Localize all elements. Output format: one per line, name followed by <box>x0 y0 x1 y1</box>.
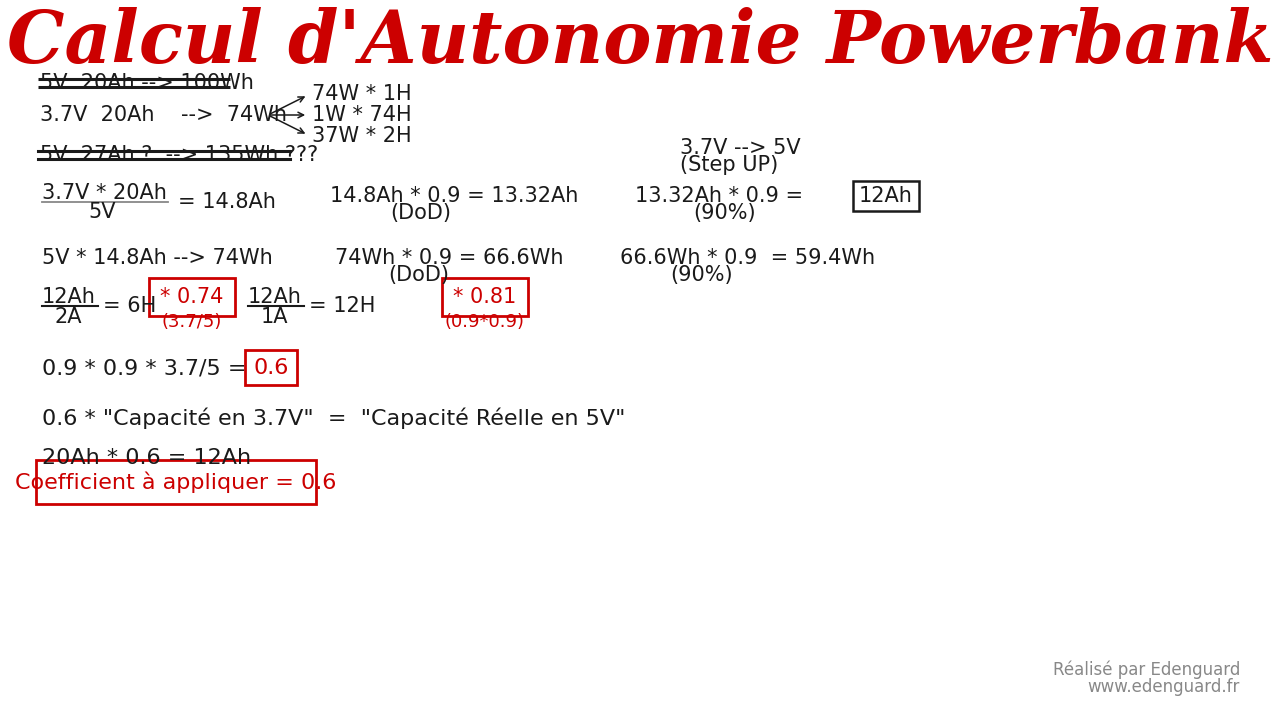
FancyBboxPatch shape <box>148 278 236 316</box>
Text: 1W * 74H: 1W * 74H <box>312 105 412 125</box>
Text: 12Ah: 12Ah <box>859 186 913 206</box>
Text: (90%): (90%) <box>692 203 755 223</box>
Text: = 12H: = 12H <box>308 296 375 316</box>
Text: (0.9*0.9): (0.9*0.9) <box>445 313 525 331</box>
Text: 37W * 2H: 37W * 2H <box>312 126 412 146</box>
Text: 74Wh * 0.9 = 66.6Wh: 74Wh * 0.9 = 66.6Wh <box>335 248 563 268</box>
Text: 0.6: 0.6 <box>253 358 289 378</box>
Text: 66.6Wh * 0.9  = 59.4Wh: 66.6Wh * 0.9 = 59.4Wh <box>620 248 876 268</box>
Text: Calcul d'Autonomie Powerbank: Calcul d'Autonomie Powerbank <box>6 6 1274 78</box>
Text: 1A: 1A <box>261 307 288 327</box>
Text: (Step UP): (Step UP) <box>680 155 778 175</box>
Text: 3.7V --> 5V: 3.7V --> 5V <box>680 138 800 158</box>
Text: 3.7V  20Ah    -->  74Wh: 3.7V 20Ah --> 74Wh <box>40 105 287 125</box>
Text: (DoD): (DoD) <box>388 265 449 285</box>
Text: 74W * 1H: 74W * 1H <box>312 84 412 104</box>
Text: Coefficient à appliquer = 0.6: Coefficient à appliquer = 0.6 <box>15 472 337 492</box>
Text: (90%): (90%) <box>669 265 732 285</box>
Text: 2A: 2A <box>55 307 82 327</box>
Text: * 0.74: * 0.74 <box>160 287 224 307</box>
Text: 5V * 14.8Ah --> 74Wh: 5V * 14.8Ah --> 74Wh <box>42 248 273 268</box>
Text: 14.8Ah * 0.9 = 13.32Ah: 14.8Ah * 0.9 = 13.32Ah <box>330 186 579 206</box>
FancyBboxPatch shape <box>442 278 529 316</box>
Text: 13.32Ah * 0.9 =: 13.32Ah * 0.9 = <box>635 186 810 206</box>
Text: www.edenguard.fr: www.edenguard.fr <box>1088 678 1240 696</box>
Text: 3.7V * 20Ah: 3.7V * 20Ah <box>42 183 166 203</box>
FancyBboxPatch shape <box>852 181 919 211</box>
Text: Réalisé par Edenguard: Réalisé par Edenguard <box>1052 661 1240 679</box>
Text: 20Ah * 0.6 = 12Ah: 20Ah * 0.6 = 12Ah <box>42 448 251 468</box>
Text: * 0.81: * 0.81 <box>453 287 517 307</box>
Text: 5V  20Ah --> 100Wh: 5V 20Ah --> 100Wh <box>40 73 253 93</box>
Text: 12Ah: 12Ah <box>248 287 302 307</box>
Text: 0.9 * 0.9 * 3.7/5 =: 0.9 * 0.9 * 3.7/5 = <box>42 358 253 378</box>
Text: (DoD): (DoD) <box>390 203 451 223</box>
Text: 5V: 5V <box>88 202 115 222</box>
Text: = 14.8Ah: = 14.8Ah <box>178 192 276 212</box>
Text: 5V  27Ah ?  --> 135Wh ???: 5V 27Ah ? --> 135Wh ??? <box>40 145 319 165</box>
FancyBboxPatch shape <box>36 460 316 504</box>
FancyBboxPatch shape <box>244 350 297 385</box>
Text: (3.7/5): (3.7/5) <box>161 313 223 331</box>
Text: 12Ah: 12Ah <box>42 287 96 307</box>
Text: 0.6 * "Capacité en 3.7V"  =  "Capacité Réelle en 5V": 0.6 * "Capacité en 3.7V" = "Capacité Rée… <box>42 408 626 428</box>
Text: = 6H: = 6H <box>102 296 156 316</box>
